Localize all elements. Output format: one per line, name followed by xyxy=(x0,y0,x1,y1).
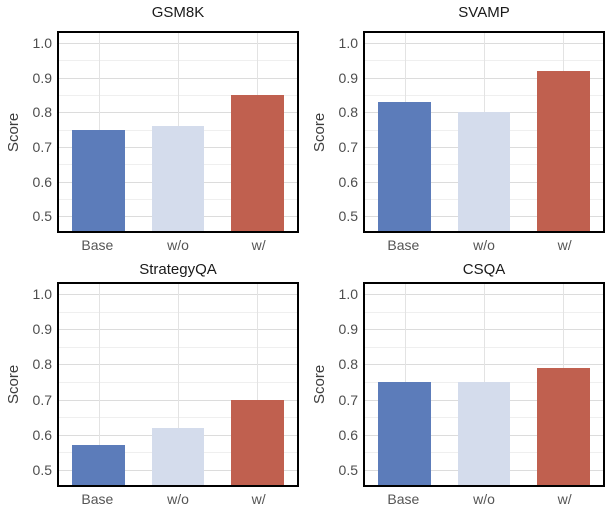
chart-title: CSQA xyxy=(462,261,506,278)
y-tick-label: 1.0 xyxy=(338,286,358,303)
y-tick-label: 0.5 xyxy=(32,208,52,225)
plot-area xyxy=(363,282,605,487)
x-tick-label: Base xyxy=(387,237,420,253)
gridline-vertical xyxy=(98,284,100,485)
bar-base xyxy=(72,445,125,485)
y-tick-label: 0.7 xyxy=(32,138,52,155)
y-tick-label: 0.5 xyxy=(338,461,358,478)
y-tick-label: 0.6 xyxy=(338,173,358,190)
x-tick-label: w/ xyxy=(557,237,572,253)
plot-area xyxy=(363,31,605,233)
y-tick-label: 0.5 xyxy=(338,208,358,225)
x-tick-label: w/ xyxy=(557,491,572,507)
y-tick-labels: 0.5 0.6 0.7 0.8 0.9 1.0 xyxy=(306,33,358,231)
bar-w xyxy=(537,367,590,485)
y-tick-labels: 0.5 0.6 0.7 0.8 0.9 1.0 xyxy=(306,284,358,485)
plot-area xyxy=(57,282,299,487)
y-tick-label: 0.7 xyxy=(338,391,358,408)
bar-base xyxy=(378,382,431,485)
bar-w xyxy=(537,70,590,231)
y-tick-label: 0.7 xyxy=(32,391,52,408)
gridline-vertical xyxy=(257,284,259,485)
x-tick-label: Base xyxy=(81,237,114,253)
x-tick-labels: Base w/o w/ xyxy=(363,491,605,509)
y-tick-label: 0.9 xyxy=(338,321,358,338)
chart-panel-csqa: CSQA Score 0.5 0.6 0.7 0.8 0.9 1.0 Base w/o w/ xyxy=(306,257,613,515)
y-tick-label: 0.6 xyxy=(32,173,52,190)
y-tick-label: 0.9 xyxy=(32,69,52,86)
bar-wo xyxy=(457,112,511,231)
chart-title: SVAMP xyxy=(458,4,510,21)
y-tick-label: 0.8 xyxy=(32,104,52,121)
y-tick-labels: 0.5 0.6 0.7 0.8 0.9 1.0 xyxy=(0,284,52,485)
chart-title: StrategyQA xyxy=(139,261,217,278)
chart-panel-svamp: SVAMP Score 0.5 0.6 0.7 0.8 0.9 1.0 Base w/o w/ xyxy=(306,0,613,257)
bar-base xyxy=(378,101,431,231)
x-tick-labels: Base w/o w/ xyxy=(57,491,299,509)
plot-area xyxy=(57,31,299,233)
x-tick-label: w/ xyxy=(251,491,266,507)
chart-panel-gsm8k: GSM8K Score 0.5 0.6 0.7 0.8 0.9 1.0 Base w/o w/ xyxy=(0,0,306,257)
y-tick-label: 0.7 xyxy=(338,138,358,155)
y-tick-label: 1.0 xyxy=(32,286,52,303)
y-tick-label: 0.6 xyxy=(32,426,52,443)
y-tick-label: 0.8 xyxy=(32,356,52,373)
y-tick-label: 1.0 xyxy=(338,35,358,52)
bar-wo xyxy=(457,382,511,485)
x-tick-label: w/o xyxy=(167,237,189,253)
chart-title: GSM8K xyxy=(151,4,205,21)
bar-w xyxy=(231,399,284,485)
y-tick-label: 1.0 xyxy=(32,35,52,52)
x-tick-label: w/o xyxy=(473,237,495,253)
y-tick-labels: 0.5 0.6 0.7 0.8 0.9 1.0 xyxy=(0,33,52,231)
x-tick-label: Base xyxy=(81,491,114,507)
x-tick-label: Base xyxy=(387,491,420,507)
x-tick-label: w/ xyxy=(251,237,266,253)
y-tick-label: 0.8 xyxy=(338,356,358,373)
x-tick-label: w/o xyxy=(473,491,495,507)
y-tick-label: 0.6 xyxy=(338,426,358,443)
x-tick-labels: Base w/o w/ xyxy=(57,237,299,255)
y-tick-label: 0.5 xyxy=(32,461,52,478)
bar-base xyxy=(72,129,125,231)
y-tick-label: 0.9 xyxy=(338,69,358,86)
y-tick-label: 0.8 xyxy=(338,104,358,121)
chart-panel-strategyqa: StrategyQA Score 0.5 0.6 0.7 0.8 0.9 1.0 Base… xyxy=(0,257,306,515)
gridline-vertical xyxy=(178,284,179,485)
bar-wo xyxy=(151,126,205,231)
bar-w xyxy=(231,94,284,231)
x-tick-label: w/o xyxy=(167,491,189,507)
y-tick-label: 0.9 xyxy=(32,321,52,338)
x-tick-labels: Base w/o w/ xyxy=(363,237,605,255)
bar-wo xyxy=(151,427,205,485)
